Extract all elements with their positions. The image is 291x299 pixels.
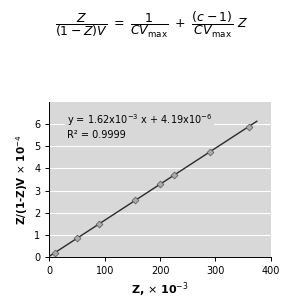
Text: $\dfrac{Z}{(1-Z)V}\ =\ \dfrac{1}{CV_{\mathrm{max}}}\ +\ \dfrac{(c-1)}{CV_{\mathr: $\dfrac{Z}{(1-Z)V}\ =\ \dfrac{1}{CV_{\ma…: [55, 10, 248, 40]
X-axis label: Z, $\times$ 10$^{-3}$: Z, $\times$ 10$^{-3}$: [131, 280, 189, 299]
Text: y = 1.62x10$^{-3}$ x + 4.19x10$^{-6}$
R² = 0.9999: y = 1.62x10$^{-3}$ x + 4.19x10$^{-6}$ R²…: [67, 112, 212, 140]
Y-axis label: Z/(1-Z)V $\times$ 10$^{-4}$: Z/(1-Z)V $\times$ 10$^{-4}$: [14, 134, 30, 225]
